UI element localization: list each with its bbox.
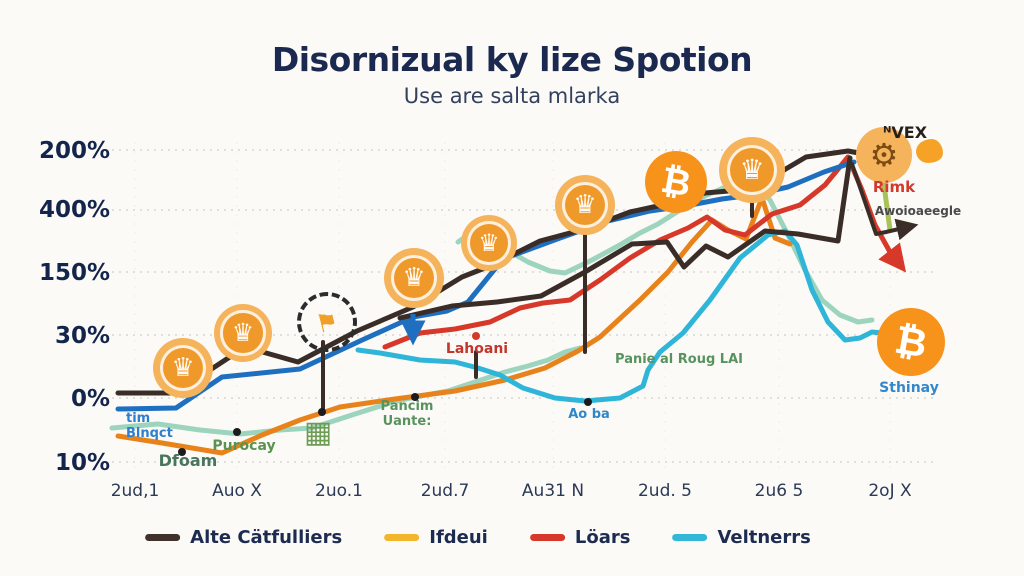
- legend-swatch-dark: [145, 534, 181, 541]
- legend: Alte Cätfulliers Ifdeui Löars Veltnerrs: [145, 527, 811, 548]
- emblem-coin: ♛: [555, 175, 615, 235]
- emblem-coin: ♛: [153, 338, 213, 398]
- y-tick-label: 30%: [54, 323, 110, 349]
- page-subtitle: Use are salta mlarka: [403, 84, 621, 108]
- legend-item: Alte Cätfulliers: [145, 527, 342, 548]
- x-tick-label: 2oJ X: [868, 481, 912, 501]
- y-tick-label: 10%: [54, 450, 110, 476]
- legend-label: Veltnerrs: [717, 527, 811, 548]
- legend-item: Löars: [529, 527, 631, 548]
- x-tick-label: 2ud.7: [420, 481, 470, 501]
- legend-item: Ifdeui: [384, 527, 488, 548]
- x-tick-label: Auo X: [212, 481, 262, 501]
- note-lahoani: Lahoani: [445, 341, 509, 357]
- grid-table-icon: ▦: [303, 415, 333, 450]
- dot-marker: [233, 428, 241, 436]
- gear-coin-icon: ⚙: [856, 127, 912, 183]
- note-pancim: Pancim Uante:: [380, 399, 434, 429]
- emblem-glyph: ♛: [467, 221, 511, 265]
- x-tick-label: Au31 N: [521, 481, 585, 501]
- y-tick-label: 200%: [38, 138, 110, 164]
- note-awoio: Awoioaeegle: [874, 204, 962, 218]
- page-title: Disornizual ky lize Spotion: [271, 40, 753, 79]
- orange-blob: [916, 139, 943, 163]
- emblem-coin: ♛: [719, 137, 785, 203]
- note-dfoam: Dfoam: [158, 451, 218, 470]
- note-purocay: Purocay: [212, 438, 276, 454]
- emblem-glyph: ♛: [726, 144, 778, 196]
- legend-swatch-red: [529, 534, 565, 541]
- y-tick-label: 400%: [38, 197, 110, 223]
- x-tick-label: 2ud,1: [110, 481, 160, 501]
- note-rimk: Rimk: [872, 178, 916, 196]
- emblem-coin: ♛: [214, 304, 272, 362]
- dot-marker: [318, 408, 326, 416]
- series-lines: [109, 148, 919, 456]
- dot-marker: [411, 393, 419, 401]
- series-line-dark-arrow-tail: [850, 162, 919, 241]
- dot-marker: [178, 448, 186, 456]
- y-tick-label: 150%: [38, 260, 110, 286]
- note-sthinay: Sthinay: [879, 380, 939, 396]
- emblem-glyph: ♛: [159, 344, 207, 392]
- emblem-coin: ♛: [384, 248, 444, 308]
- emblem-glyph: ♛: [390, 254, 438, 302]
- note-nvex: ᴺVEX: [882, 123, 928, 142]
- series-line-dark-zigzag: [397, 155, 853, 321]
- x-tick-label: 2u6 5: [754, 481, 804, 501]
- emblem-glyph: ♛: [561, 181, 609, 229]
- legend-swatch-cyan: [672, 534, 708, 541]
- dot-marker: [584, 398, 592, 406]
- emblem-coin: ♛: [461, 215, 517, 271]
- dot-marker: [472, 332, 480, 340]
- note-panie: Panie al Roug LAI: [615, 352, 743, 367]
- legend-label: Löars: [574, 527, 631, 548]
- x-tick-label: 2ud. 5: [637, 481, 692, 501]
- legend-label: Alte Cätfulliers: [190, 527, 343, 548]
- note-aoba: Ao ba: [568, 407, 610, 422]
- legend-item: Veltnerrs: [672, 527, 811, 548]
- emblem-glyph: ♛: [220, 310, 266, 356]
- x-tick-label: 2uo.1: [315, 481, 363, 501]
- note-tim: tim Blnqct: [126, 411, 173, 441]
- legend-swatch-yellow: [384, 534, 420, 541]
- gridlines: [112, 142, 936, 472]
- y-tick-label: 0%: [70, 386, 110, 412]
- legend-label: Ifdeui: [429, 527, 488, 548]
